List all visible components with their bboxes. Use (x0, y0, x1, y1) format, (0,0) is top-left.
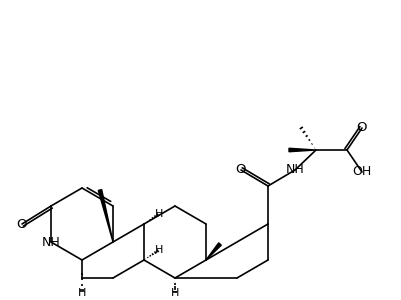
Text: O: O (17, 218, 27, 230)
Polygon shape (98, 190, 113, 242)
Text: NH: NH (42, 236, 60, 248)
Text: H: H (154, 245, 163, 255)
Text: H: H (170, 288, 179, 298)
Polygon shape (288, 148, 315, 152)
Text: NH: NH (285, 164, 304, 176)
Polygon shape (205, 243, 221, 260)
Text: H: H (154, 209, 163, 219)
Text: H: H (78, 288, 86, 298)
Text: O: O (235, 164, 246, 176)
Text: O: O (356, 122, 367, 134)
Text: OH: OH (352, 166, 371, 178)
